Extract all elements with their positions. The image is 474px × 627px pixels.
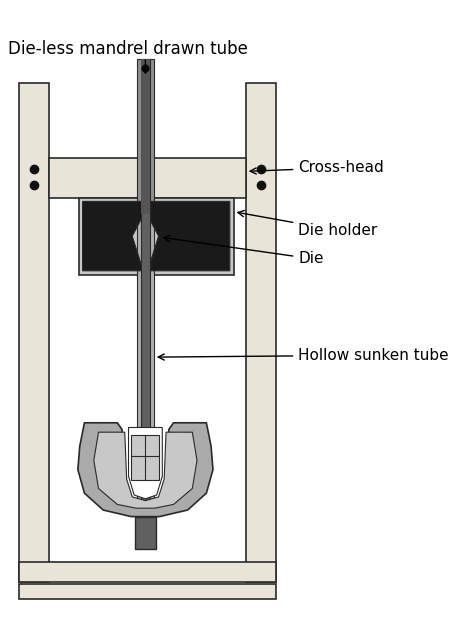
Bar [49, 158, 246, 198]
Bar [137, 207, 154, 545]
Text: Cross-head: Cross-head [250, 160, 384, 175]
Polygon shape [94, 432, 197, 508]
Bar [79, 198, 234, 275]
Bar [19, 562, 276, 582]
Polygon shape [128, 428, 162, 499]
Text: Die-less mandrel drawn tube: Die-less mandrel drawn tube [8, 40, 247, 58]
Bar [141, 59, 150, 214]
Polygon shape [82, 201, 142, 271]
Bar [19, 584, 276, 599]
Text: Hollow sunken tube: Hollow sunken tube [158, 348, 449, 363]
Text: Die: Die [164, 236, 324, 266]
Text: Die holder: Die holder [238, 211, 378, 238]
Bar [137, 59, 154, 214]
Bar [135, 517, 156, 549]
Polygon shape [78, 423, 213, 517]
Bar [141, 59, 150, 547]
Polygon shape [149, 201, 230, 271]
Bar [131, 435, 159, 480]
Bar [19, 83, 49, 582]
Bar [246, 83, 276, 582]
